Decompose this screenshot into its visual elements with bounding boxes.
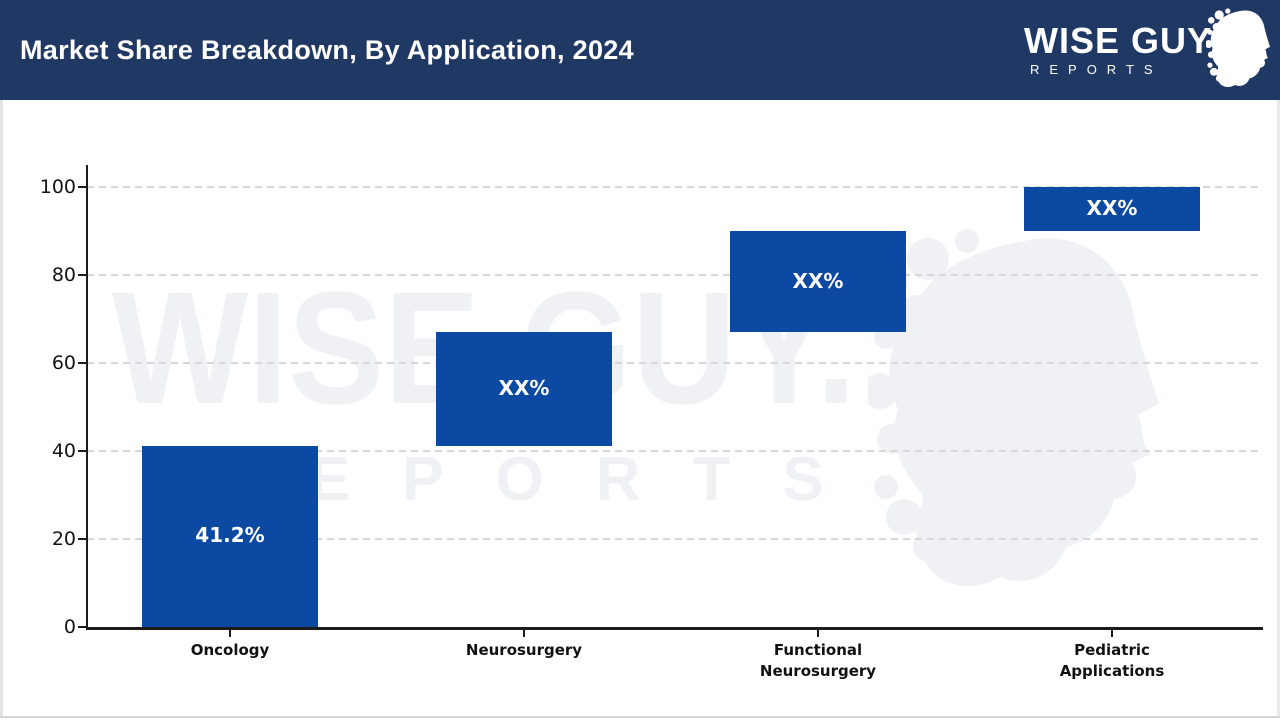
y-axis-tick-label: 80 [51,264,76,286]
y-axis-tick [78,362,86,364]
logo-subtitle: REPORTS [1029,61,1163,77]
bar [436,332,612,446]
bar [730,231,906,333]
bar-value-label: XX% [792,268,844,293]
page-border-left [0,100,3,717]
logo-face-icon [1206,8,1271,88]
x-axis-spine [86,627,1263,630]
y-axis-spine [86,165,88,630]
x-axis-tick-label: Pediatric Applications [1059,641,1165,680]
logo-wordmark: WISE GUY [1023,19,1212,61]
gridline [87,362,1263,364]
y-axis-tick-label: 20 [51,528,76,550]
x-axis-tick [817,630,819,637]
bar-value-label: XX% [1086,196,1138,220]
y-axis-tick [78,538,86,540]
y-axis-tick-label: 60 [51,352,76,374]
header: Market Share Breakdown, By Application, … [0,0,1280,100]
bar [1024,187,1200,231]
y-axis-tick [78,450,86,452]
gridline [87,450,1263,452]
page-border-right [1277,100,1280,717]
y-axis-tick [78,186,86,188]
y-axis-tick-label: 100 [39,176,76,198]
y-axis-tick-label: 40 [51,440,76,462]
y-axis-tick-label: 0 [63,616,76,638]
y-axis-tick [78,274,86,276]
x-axis-tick [523,630,525,637]
x-axis-tick-label: Functional Neurosurgery [759,641,877,680]
gridline [87,186,1263,188]
bar-value-label: XX% [498,375,550,400]
bar-value-label: 41.2% [195,523,265,548]
bar [142,445,318,627]
logo-text: WISE GUY REPORTS [1023,19,1212,79]
x-axis-tick [1111,630,1113,637]
page-title: Market Share Breakdown, By Application, … [20,34,634,65]
x-axis-tick-label: Oncology [190,641,270,659]
x-axis-tick [229,630,231,637]
gridline [87,538,1263,540]
logo: WISE GUY REPORTS [1024,6,1272,94]
page-border-bottom [0,716,1280,718]
gridline [87,274,1263,276]
y-axis-tick [78,626,86,628]
x-axis-tick-label: Neurosurgery [465,641,583,659]
